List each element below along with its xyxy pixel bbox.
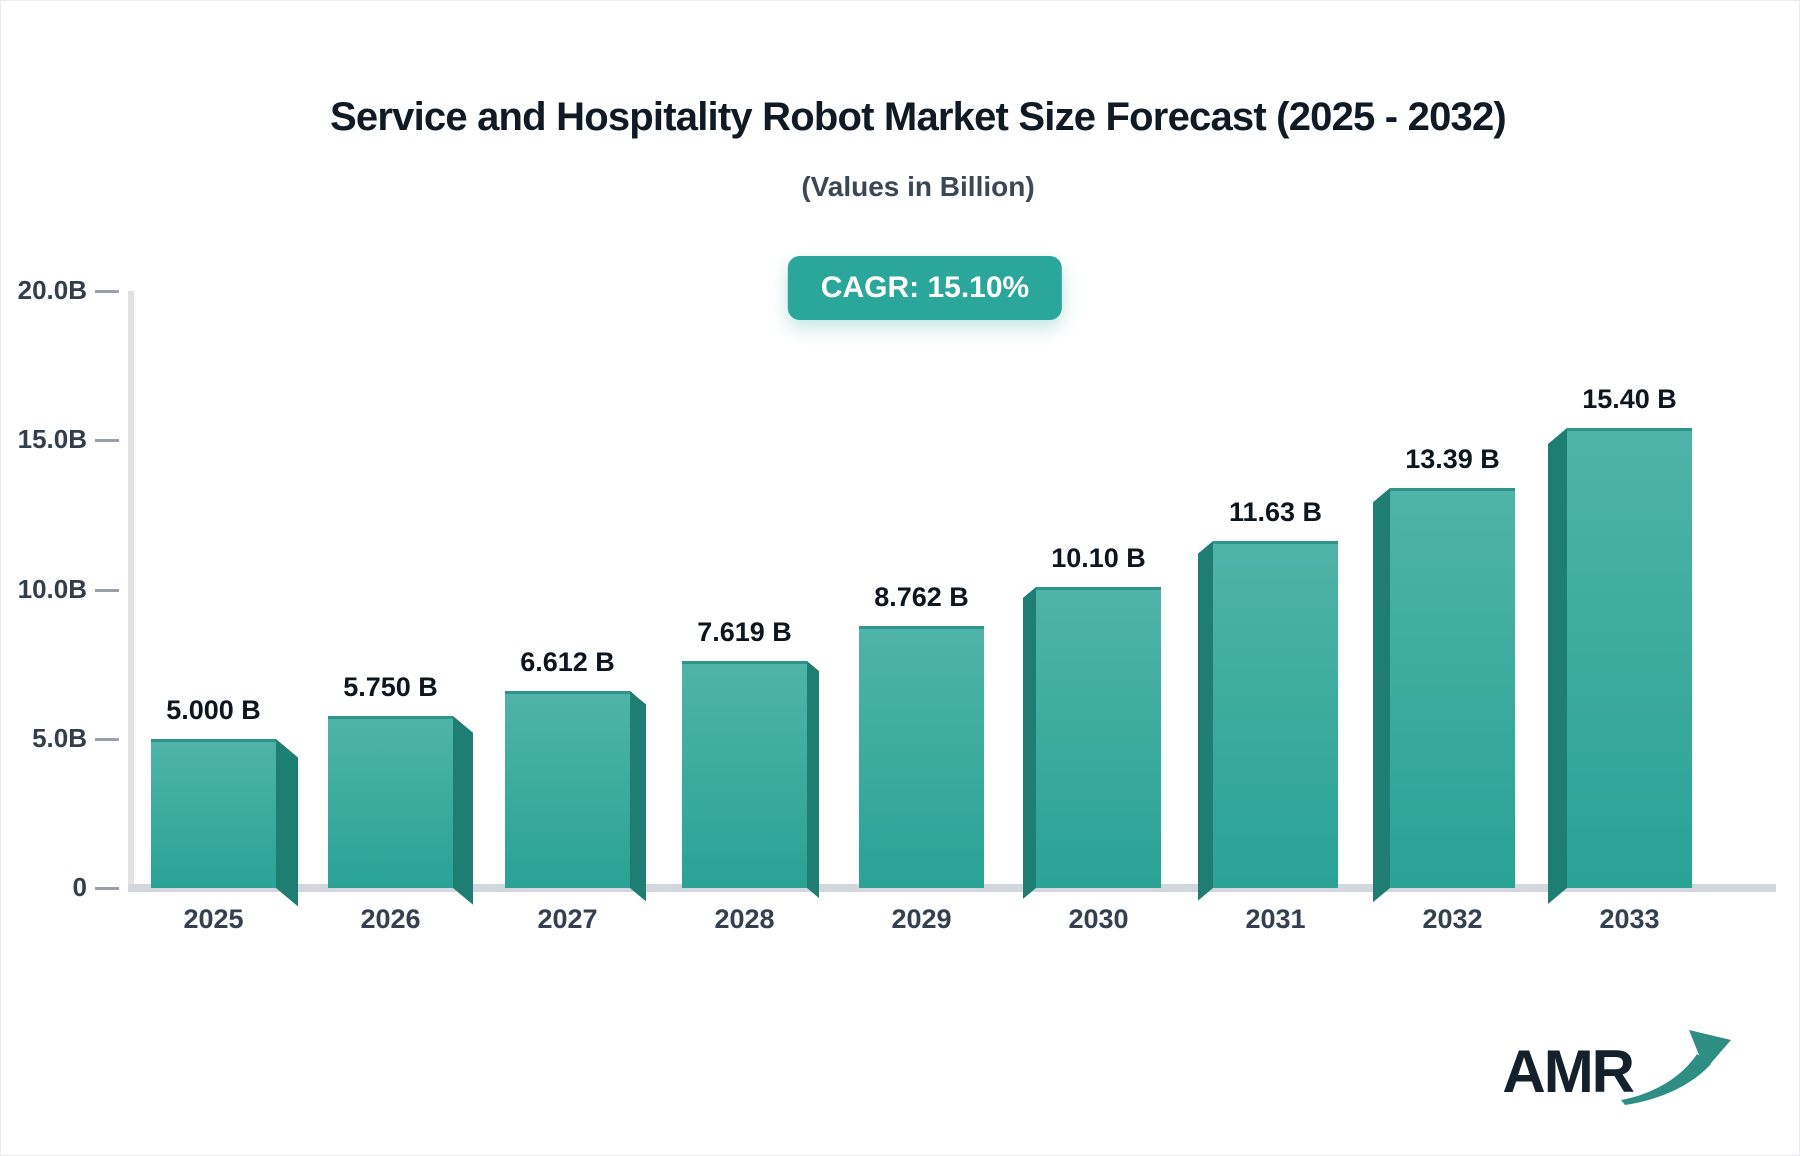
x-axis-label-2025: 2025 (183, 904, 244, 934)
x-axis-label-2031: 2031 (1245, 904, 1306, 934)
y-axis-line (128, 291, 134, 892)
amr-logo-text: AMR (1502, 1037, 1635, 1105)
bar-2026 (328, 716, 453, 888)
x-axis-label-2029: 2029 (891, 904, 952, 934)
y-tick-mark (95, 588, 119, 592)
y-tick-label: 15.0B (17, 424, 87, 455)
y-tick-label: 5.0B (32, 722, 87, 753)
y-tick-label: 0 (72, 872, 87, 902)
bar-value-label: 6.612 B (520, 646, 615, 677)
bar-side-face (807, 660, 819, 899)
y-tick-mark (95, 737, 119, 741)
amr-logo: AMR (1502, 1030, 1737, 1107)
bar-value-label: 5.750 B (343, 672, 438, 703)
bar-side-face (1023, 586, 1036, 899)
bar-value-label: 5.000 B (166, 694, 261, 725)
bar-side-face (1198, 540, 1213, 901)
bar-2029 (859, 626, 984, 888)
bar-2031 (1213, 540, 1338, 888)
bar-value-label: 13.39 B (1405, 444, 1500, 475)
bar-side-face (1373, 488, 1390, 903)
bar-side-face (1548, 428, 1567, 904)
bar-side-face (630, 690, 646, 902)
bar-side-face (453, 716, 473, 905)
bar-2033 (1567, 428, 1692, 888)
x-axis-label-2032: 2032 (1422, 904, 1483, 934)
y-tick-mark (95, 439, 119, 443)
cagr-badge: CAGR: 15.10% (787, 256, 1063, 320)
x-axis-label-2030: 2030 (1068, 904, 1129, 934)
bar-value-label: 7.619 B (697, 616, 792, 647)
y-tick-mark (95, 290, 119, 293)
bar-2032 (1390, 488, 1515, 888)
bar-2030 (1036, 586, 1161, 888)
y-tick-label: 10.0B (17, 573, 87, 604)
bar-value-label: 10.10 B (1051, 542, 1146, 573)
amr-logo-arrow-icon (1621, 1030, 1731, 1105)
x-axis-baseline (128, 884, 1776, 892)
chart-title: Service and Hospitality Robot Market Siz… (330, 95, 1507, 139)
bar-2025 (151, 738, 276, 888)
y-tick-label: 20.0B (17, 275, 87, 305)
bar-side-face (276, 738, 298, 907)
bar-2028 (682, 660, 807, 888)
y-tick-mark (95, 887, 119, 890)
bar-value-label: 11.63 B (1228, 496, 1323, 527)
bar-2027 (505, 690, 630, 888)
chart-subtitle: (Values in Billion) (801, 171, 1035, 202)
bar-value-label: 15.40 B (1582, 384, 1677, 415)
x-axis-label-2033: 2033 (1599, 904, 1660, 934)
bar-value-label: 8.762 B (874, 582, 969, 613)
x-axis-label-2028: 2028 (714, 904, 775, 934)
x-axis-label-2027: 2027 (537, 904, 598, 934)
x-axis-label-2026: 2026 (360, 904, 421, 934)
